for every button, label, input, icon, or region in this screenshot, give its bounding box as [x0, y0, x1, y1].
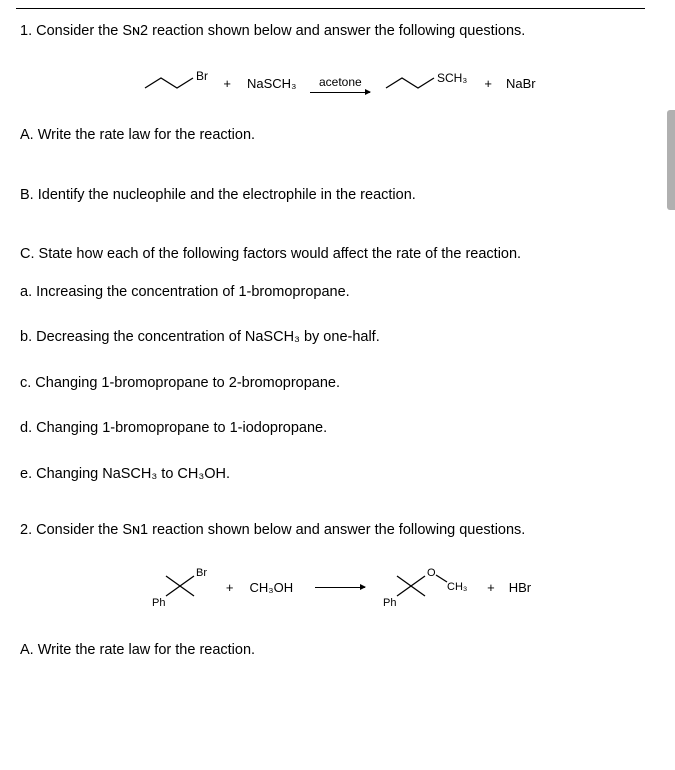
q1-reaction: Br + NaSCH₃ acetone SCH₃ + NaBr: [20, 70, 659, 99]
q2-p1-ph: Ph: [383, 597, 396, 609]
q2-p1-ch3: CH₃: [447, 581, 467, 593]
q2-plus1: +: [226, 579, 234, 597]
q1-Ce: e. Changing NaSCH₃ to CH₃OH.: [20, 465, 659, 485]
q2-arrow: [315, 587, 365, 588]
q1-product1-label: SCH₃: [437, 71, 467, 85]
q2-r1-br: Br: [196, 567, 207, 579]
q1-plus2: +: [484, 75, 492, 93]
q1-arrow: acetone: [310, 74, 370, 93]
q1-A: A. Write the rate law for the reaction.: [20, 126, 659, 146]
q2-r1-ph: Ph: [152, 597, 165, 609]
q1-Cb: b. Decreasing the concentration of NaSCH…: [20, 328, 659, 348]
q2-product1-structure: O CH₃ Ph: [379, 562, 479, 613]
q1-Cd: d. Changing 1-bromopropane to 1-iodoprop…: [20, 419, 659, 439]
q2-product2: HBr: [509, 579, 531, 597]
q2-prompt: 2. Consider the Sɴ1 reaction shown below…: [20, 521, 659, 541]
q1-reactant1-structure: Br: [143, 70, 215, 99]
q1-plus1: +: [223, 75, 231, 93]
q1-C: C. State how each of the following facto…: [20, 245, 659, 265]
q1-arrow-label: acetone: [319, 74, 362, 90]
q2-reactant1-structure: Br Ph: [148, 562, 218, 613]
q1-Ca: a. Increasing the concentration of 1-bro…: [20, 283, 659, 303]
q1-B: B. Identify the nucleophile and the elec…: [20, 186, 659, 206]
q2-A: A. Write the rate law for the reaction.: [20, 641, 659, 661]
q2-reactant2: CH₃OH: [250, 579, 294, 597]
q1-Cc: c. Changing 1-bromopropane to 2-bromopro…: [20, 374, 659, 394]
q1-reactant1-label: Br: [196, 69, 208, 83]
q2-plus2: +: [487, 579, 495, 597]
q2-p1-o: O: [427, 567, 436, 579]
q1-reactant2: NaSCH₃: [247, 75, 296, 93]
q1-product2: NaBr: [506, 75, 536, 93]
q1-prompt: 1. Consider the Sɴ2 reaction shown below…: [20, 22, 659, 42]
q1-product1-structure: SCH₃: [384, 70, 476, 99]
q2-reaction: Br Ph + CH₃OH O: [20, 562, 659, 613]
side-tab: [667, 110, 675, 210]
top-rule: [16, 8, 645, 9]
document-body: 1. Consider the Sɴ2 reaction shown below…: [20, 22, 659, 660]
